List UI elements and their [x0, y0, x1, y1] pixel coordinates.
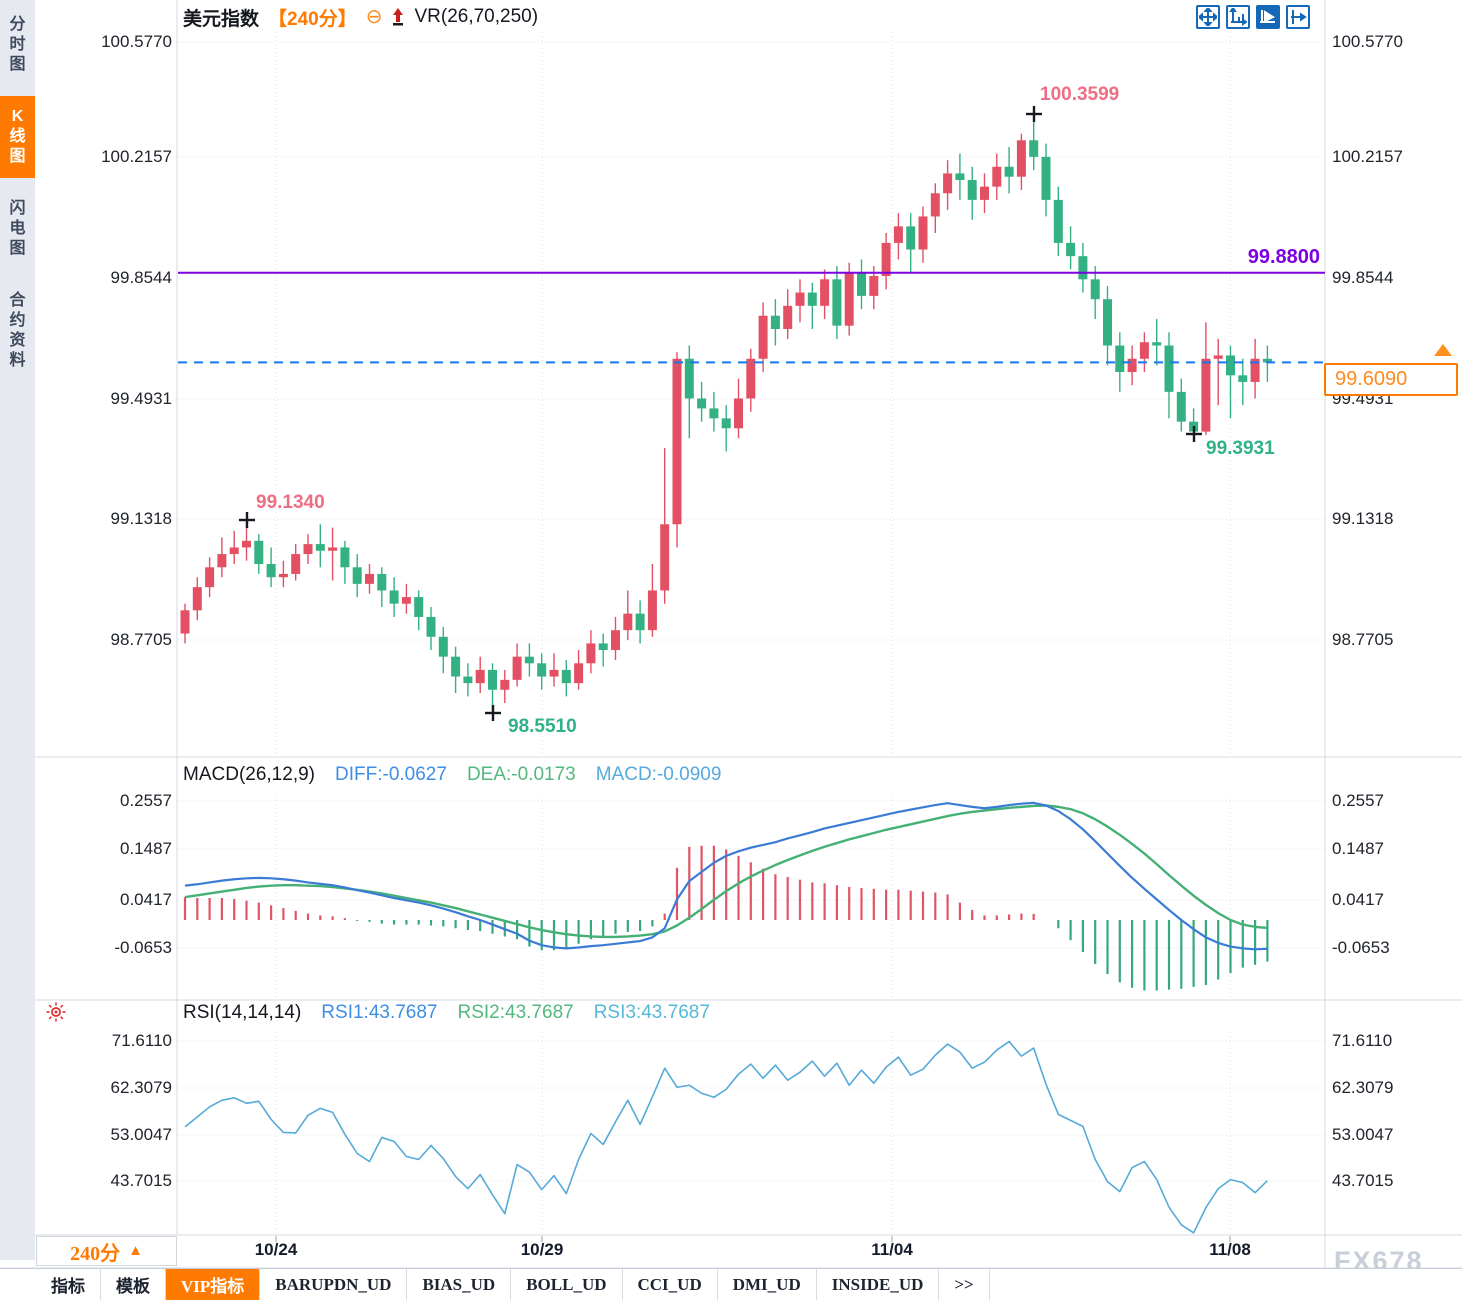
axis-tick: 53.0047: [110, 1125, 172, 1144]
macd-header: MACD(26,12,9) DIFF:-0.0627 DEA:-0.0173 M…: [183, 764, 721, 786]
period-selector[interactable]: 240分 ▲: [36, 1236, 177, 1266]
macd-macd-value: MACD:-0.0909: [595, 764, 722, 785]
axis-tick: 71.6110: [111, 1031, 172, 1050]
period-tag: 【240分】: [268, 8, 357, 30]
tab-templates[interactable]: 模板: [101, 1269, 166, 1300]
price-axis-left: 100.5770 100.2157 99.8544 99.4931 99.131…: [40, 0, 172, 1300]
current-price-badge: 99.6090: [1324, 363, 1458, 396]
tab-inside-ud[interactable]: INSIDE_UD: [817, 1269, 940, 1300]
axis-tick: -0.0653: [114, 938, 172, 957]
axis-tick: 99.4931: [110, 389, 172, 408]
sidebar-item-contract-info[interactable]: 合约资料: [9, 292, 26, 369]
axis-tick: 0.2557: [120, 791, 172, 810]
axis-tick: 0.2557: [1332, 791, 1384, 810]
low-price-annotation: 99.3931: [1206, 438, 1275, 459]
axis-tick: 0.0417: [120, 890, 172, 909]
symbol-title: 美元指数: [183, 8, 260, 30]
low-price-annotation: 98.5510: [508, 716, 577, 737]
axis-tick: 0.1487: [1332, 839, 1384, 858]
axis-tick: 99.1318: [110, 509, 172, 528]
x-axis-date: 10/24: [254, 1240, 298, 1259]
crosshair-move-icon[interactable]: [1196, 5, 1220, 29]
rsi3-value: RSI3:43.7687: [593, 1002, 710, 1023]
up-arrow-icon: [391, 7, 405, 27]
remove-indicator-icon[interactable]: ⊖: [365, 6, 383, 28]
axis-tick: 98.7705: [110, 630, 172, 649]
x-axis-date: 11/04: [871, 1240, 913, 1259]
sidebar-item-kline-chart[interactable]: K线图: [0, 96, 35, 178]
tab-indicators[interactable]: 指标: [36, 1269, 101, 1300]
tab-vip-indicators[interactable]: VIP指标: [166, 1269, 261, 1300]
axis-tick: 98.7705: [1332, 630, 1394, 649]
tab-more[interactable]: >>: [939, 1269, 990, 1300]
axis-tick: 100.2157: [101, 147, 172, 166]
chart-header: 美元指数 【240分】 ⊖ VR(26,70,250): [183, 5, 539, 30]
axis-tick: -0.0653: [1332, 938, 1390, 957]
indicator-tab-bar: 指标 模板 VIP指标 BARUPDN_UD BIAS_UD BOLL_UD C…: [0, 1268, 1462, 1300]
axis-tick: 0.1487: [120, 839, 172, 858]
x-axis-date: 10/29: [520, 1240, 564, 1259]
high-price-annotation: 100.3599: [1040, 84, 1120, 105]
horizontal-line-label: 99.8800: [1247, 246, 1320, 268]
rsi-header: RSI(14,14,14) RSI1:43.7687 RSI2:43.7687 …: [183, 1002, 710, 1024]
axis-tick: 100.5770: [1332, 32, 1403, 51]
macd-dea-value: DEA:-0.0173: [466, 764, 576, 785]
chart-type-sidebar: 分时图 K线图 闪电图 合约资料: [0, 0, 35, 1260]
rsi-title[interactable]: RSI(14,14,14): [183, 1002, 302, 1023]
x-axis-date: 11/08: [1209, 1240, 1251, 1259]
axis-tick: 100.2157: [1332, 147, 1403, 166]
axis-tick: 53.0047: [1332, 1125, 1394, 1144]
price-axis-right: 100.5770 100.2157 99.8544 99.4931 99.131…: [1332, 0, 1460, 1300]
tab-boll-ud[interactable]: BOLL_UD: [511, 1269, 623, 1300]
sidebar-item-time-chart[interactable]: 分时图: [9, 16, 26, 73]
axis-tick: 62.3079: [110, 1078, 172, 1097]
chevron-up-icon: ▲: [128, 1242, 143, 1259]
axis-tick: 99.8544: [110, 268, 172, 287]
axis-tick: 99.8544: [1332, 268, 1394, 287]
macd-title[interactable]: MACD(26,12,9): [183, 764, 315, 785]
axis-tick: 99.1318: [1332, 509, 1394, 528]
high-price-annotation: 99.1340: [256, 492, 325, 513]
sun-indicator-icon[interactable]: [46, 1002, 66, 1027]
price-up-triangle-icon: [1434, 344, 1452, 356]
tab-barupdn-ud[interactable]: BARUPDN_UD: [260, 1269, 408, 1300]
axis-play-icon[interactable]: [1256, 5, 1280, 29]
tab-dmi-ud[interactable]: DMI_UD: [718, 1269, 817, 1300]
macd-diff-value: DIFF:-0.0627: [335, 764, 447, 785]
pan-right-icon[interactable]: [1286, 5, 1310, 29]
sidebar-item-lightning-chart[interactable]: 闪电图: [9, 200, 26, 257]
tab-bias-ud[interactable]: BIAS_UD: [407, 1269, 512, 1300]
axis-tick: 100.5770: [101, 32, 172, 51]
vr-indicator-label: VR(26,70,250): [414, 6, 539, 27]
axis-tick: 0.0417: [1332, 890, 1384, 909]
axis-tick: 62.3079: [1332, 1078, 1394, 1097]
axis-tick: 43.7015: [1332, 1171, 1394, 1190]
axis-scale-icon[interactable]: [1226, 5, 1250, 29]
rsi2-value: RSI2:43.7687: [457, 1002, 574, 1023]
rsi1-value: RSI1:43.7687: [321, 1002, 438, 1023]
tab-cci-ud[interactable]: CCI_UD: [623, 1269, 718, 1300]
chart-toolbar: [1196, 5, 1310, 29]
axis-tick: 43.7015: [110, 1171, 172, 1190]
axis-tick: 71.6110: [1332, 1031, 1393, 1050]
